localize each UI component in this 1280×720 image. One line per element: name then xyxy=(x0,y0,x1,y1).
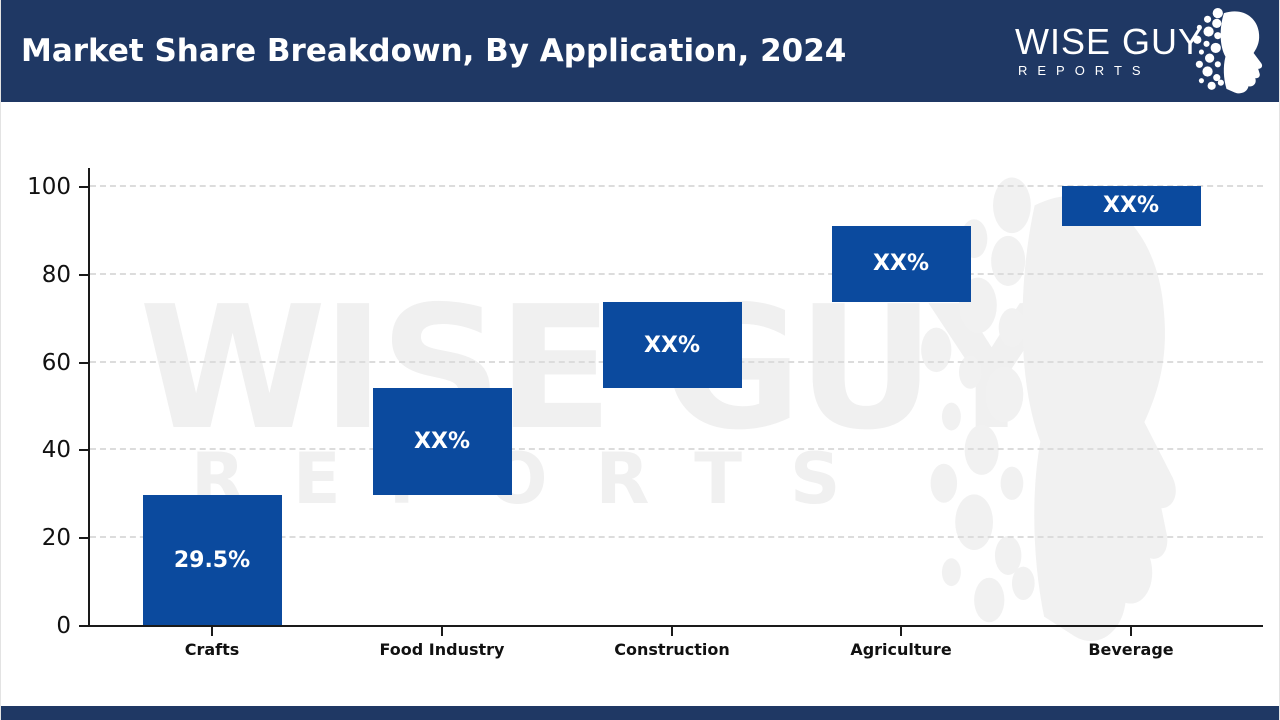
bar-label-crafts: 29.5% xyxy=(173,547,251,573)
bar-label-agriculture: XX% xyxy=(873,251,929,277)
y-tick-label-100: 100 xyxy=(27,174,71,200)
y-tick xyxy=(79,625,88,627)
x-tick-beverage xyxy=(1130,627,1132,636)
gridline-100 xyxy=(90,185,1263,187)
x-label-beverage: Beverage xyxy=(1088,640,1174,659)
gridline-40 xyxy=(90,448,1263,451)
x-tick-construction xyxy=(671,627,673,636)
bar-construction: XX% xyxy=(602,302,742,388)
y-tick xyxy=(79,273,88,276)
y-tick xyxy=(79,361,88,364)
x-label-crafts: Crafts xyxy=(184,640,240,659)
y-tick xyxy=(79,186,88,188)
watermark-wordmark: WISE GUY xyxy=(139,270,1053,468)
bar-food-industry: XX% xyxy=(372,387,512,496)
x-label-agriculture: Agriculture xyxy=(850,640,952,659)
logo-subtitle: REPORTS xyxy=(1017,63,1151,78)
x-tick-agriculture xyxy=(900,627,902,636)
y-tick xyxy=(79,449,88,452)
bar-beverage: XX% xyxy=(1061,186,1201,226)
bar-label-construction: XX% xyxy=(644,332,700,358)
x-label-food-industry: Food Industry xyxy=(379,640,505,659)
y-tick-label-60: 60 xyxy=(41,349,71,376)
gridline-20 xyxy=(90,536,1263,539)
x-tick-crafts xyxy=(211,627,213,636)
bar-agriculture: XX% xyxy=(831,225,971,303)
wiseguy-logo: WISE GUY REPORTS xyxy=(1015,7,1265,95)
page-title: Market Share Breakdown, By Application, … xyxy=(21,33,847,69)
watermark-face-icon xyxy=(921,177,1176,642)
y-tick xyxy=(79,537,88,540)
y-tick-label-20: 20 xyxy=(41,525,71,552)
logo-wordmark: WISE GUY xyxy=(1014,21,1203,62)
x-label-construction: Construction xyxy=(614,640,730,659)
watermark-subtitle: REPORTS xyxy=(191,438,889,520)
y-tick-label-40: 40 xyxy=(41,437,71,464)
footer-bar xyxy=(1,706,1279,720)
bar-label-food-industry: XX% xyxy=(414,429,470,455)
logo-face-icon xyxy=(1193,8,1263,94)
y-tick-label-0: 0 xyxy=(56,613,71,639)
x-tick-food-industry xyxy=(441,627,443,636)
y-axis-spine xyxy=(88,168,90,627)
logo-text: WISE GUY REPORTS xyxy=(1014,21,1203,79)
bar-crafts: 29.5% xyxy=(142,495,282,625)
gridline-80 xyxy=(90,272,1263,275)
bar-label-beverage: XX% xyxy=(1103,193,1159,219)
y-tick-label-80: 80 xyxy=(41,261,71,288)
x-axis-spine xyxy=(88,625,1263,627)
header-bar: Market Share Breakdown, By Application, … xyxy=(1,0,1279,102)
